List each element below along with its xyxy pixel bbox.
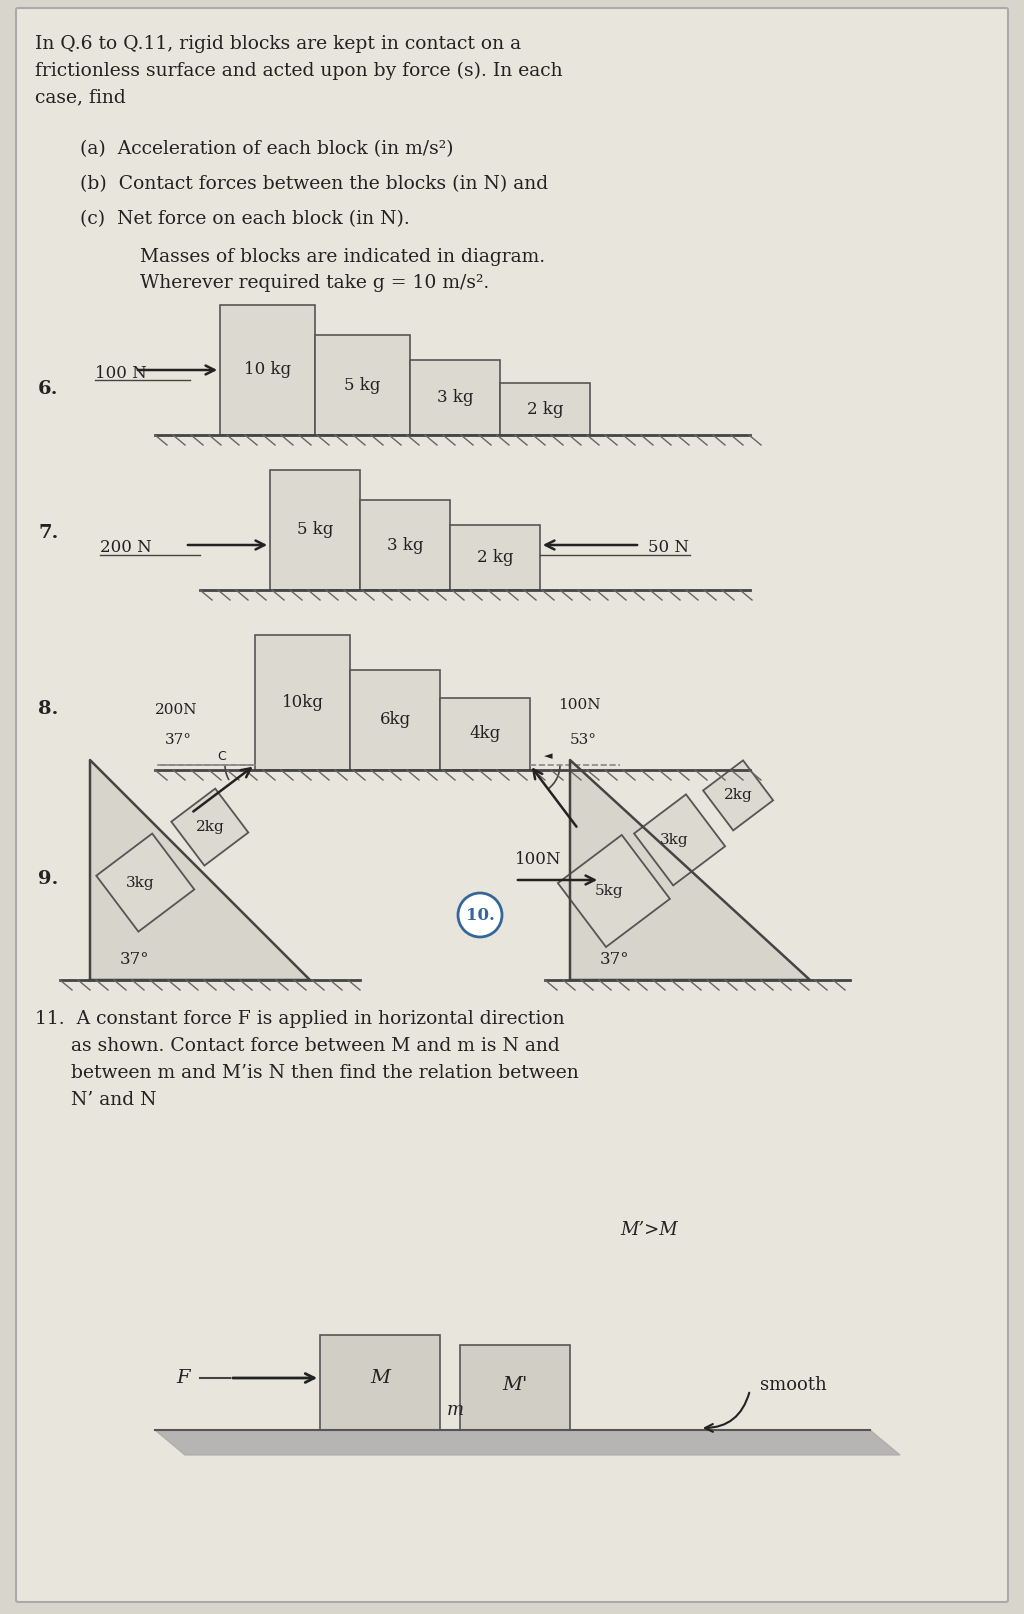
Text: m: m bbox=[446, 1401, 464, 1419]
Text: 2 kg: 2 kg bbox=[526, 400, 563, 418]
Text: Masses of blocks are indicated in diagram.
Wherever required take g = 10 m/s².: Masses of blocks are indicated in diagra… bbox=[140, 249, 545, 292]
Text: M’>M: M’>M bbox=[620, 1222, 678, 1240]
Text: (b)  Contact forces between the blocks (in N) and: (b) Contact forces between the blocks (i… bbox=[80, 174, 548, 194]
Text: 100 N: 100 N bbox=[95, 365, 146, 381]
Text: C: C bbox=[218, 749, 226, 762]
Text: 3kg: 3kg bbox=[660, 833, 689, 847]
Text: 50 N: 50 N bbox=[648, 539, 689, 557]
Bar bbox=[450, 525, 540, 591]
Bar bbox=[500, 383, 590, 436]
Bar bbox=[255, 634, 350, 770]
Text: 53°: 53° bbox=[570, 733, 597, 747]
Text: 100N: 100N bbox=[515, 852, 561, 868]
Text: 37°: 37° bbox=[600, 952, 630, 968]
Text: 37°: 37° bbox=[120, 952, 150, 968]
Text: 100N: 100N bbox=[558, 697, 600, 712]
Text: 10kg: 10kg bbox=[282, 694, 324, 712]
Text: 2kg: 2kg bbox=[724, 788, 753, 802]
Text: 10 kg: 10 kg bbox=[244, 362, 291, 379]
Polygon shape bbox=[171, 789, 249, 865]
Text: M: M bbox=[370, 1369, 390, 1386]
Text: 5 kg: 5 kg bbox=[297, 521, 333, 539]
Bar bbox=[270, 470, 360, 591]
Text: 9.: 9. bbox=[38, 870, 58, 888]
Text: 6kg: 6kg bbox=[380, 712, 411, 728]
Bar bbox=[315, 336, 410, 436]
Polygon shape bbox=[96, 833, 195, 931]
Text: (c)  Net force on each block (in N).: (c) Net force on each block (in N). bbox=[80, 210, 410, 228]
Circle shape bbox=[458, 893, 502, 938]
Bar bbox=[460, 1344, 570, 1430]
Text: 7.: 7. bbox=[38, 525, 58, 542]
Text: 2kg: 2kg bbox=[196, 820, 224, 834]
Text: M': M' bbox=[503, 1377, 527, 1394]
Polygon shape bbox=[558, 834, 670, 947]
Text: 4kg: 4kg bbox=[469, 726, 501, 742]
Text: 11.  A constant force F is applied in horizontal direction
      as shown. Conta: 11. A constant force F is applied in hor… bbox=[35, 1010, 579, 1109]
Text: 200 N: 200 N bbox=[100, 539, 152, 557]
Polygon shape bbox=[634, 794, 725, 886]
FancyBboxPatch shape bbox=[16, 8, 1008, 1603]
Text: In Q.6 to Q.11, rigid blocks are kept in contact on a
frictionless surface and a: In Q.6 to Q.11, rigid blocks are kept in… bbox=[35, 36, 562, 107]
Bar bbox=[220, 305, 315, 436]
Bar bbox=[319, 1335, 440, 1430]
Text: 6.: 6. bbox=[38, 379, 58, 399]
Polygon shape bbox=[90, 760, 310, 980]
Text: F: F bbox=[176, 1369, 190, 1386]
Text: 5kg: 5kg bbox=[595, 884, 624, 897]
Text: 5 kg: 5 kg bbox=[344, 376, 381, 394]
Text: smooth: smooth bbox=[760, 1377, 826, 1394]
Text: 8.: 8. bbox=[38, 700, 58, 718]
Bar bbox=[440, 697, 530, 770]
Text: 200N: 200N bbox=[155, 704, 198, 717]
Bar bbox=[350, 670, 440, 770]
Polygon shape bbox=[155, 1430, 900, 1454]
Polygon shape bbox=[570, 760, 810, 980]
Text: (a)  Acceleration of each block (in m/s²): (a) Acceleration of each block (in m/s²) bbox=[80, 140, 454, 158]
Text: ◄: ◄ bbox=[544, 751, 552, 760]
Text: 10.: 10. bbox=[466, 907, 495, 923]
Text: 3kg: 3kg bbox=[126, 875, 155, 889]
Text: 3 kg: 3 kg bbox=[437, 389, 473, 407]
Text: 37°: 37° bbox=[165, 733, 193, 747]
Text: 2 kg: 2 kg bbox=[477, 549, 513, 567]
Text: 3 kg: 3 kg bbox=[387, 536, 423, 554]
Bar bbox=[360, 500, 450, 591]
Polygon shape bbox=[703, 760, 773, 830]
Bar bbox=[410, 360, 500, 436]
